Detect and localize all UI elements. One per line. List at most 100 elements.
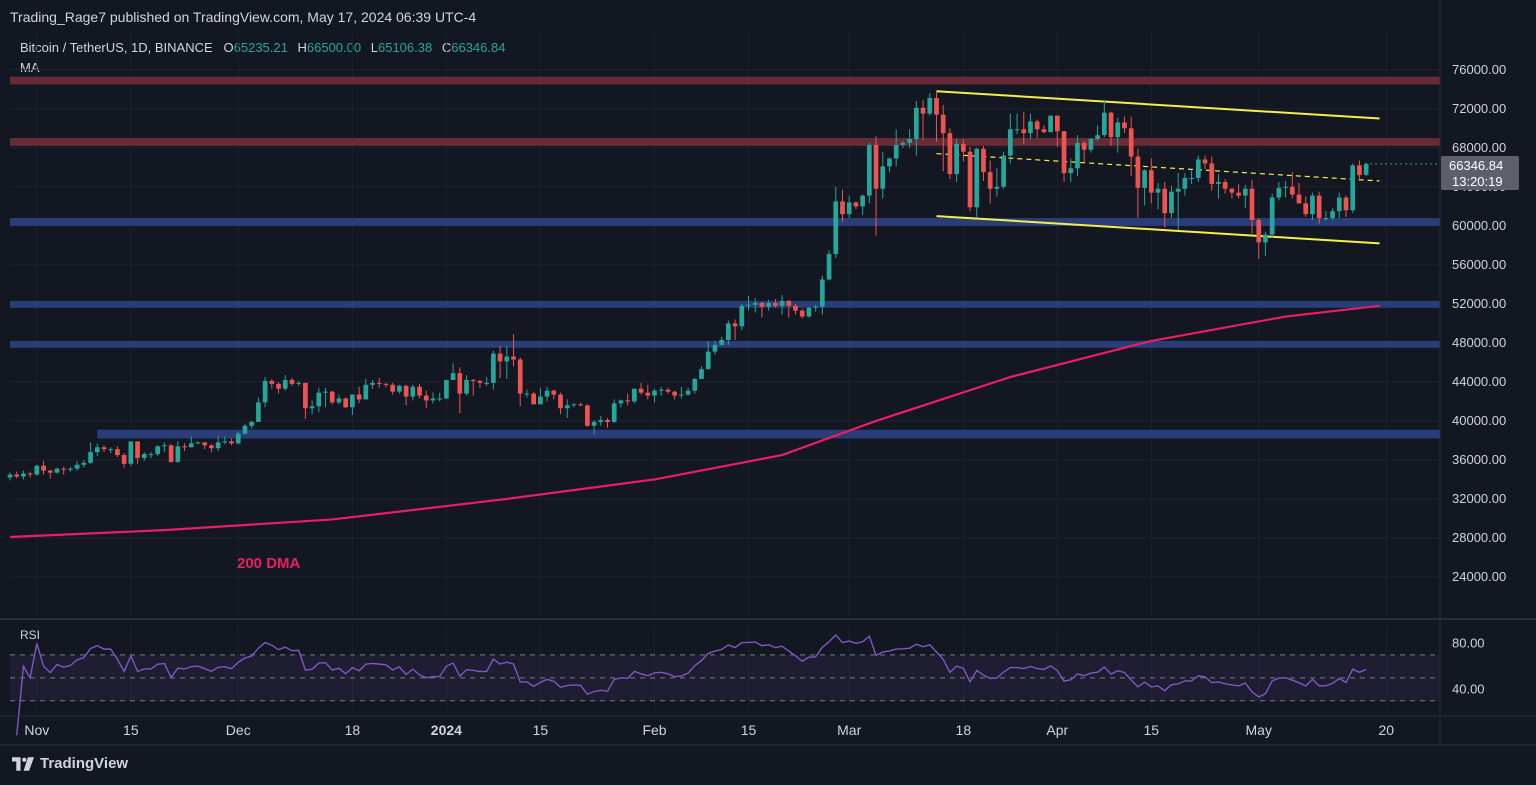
resistance-band — [10, 76, 1440, 85]
candle-body — [1088, 139, 1094, 150]
candle-body — [564, 405, 570, 409]
candle-body — [591, 421, 597, 426]
candle-body — [1216, 181, 1221, 184]
candle-body — [860, 195, 865, 207]
x-tick-label: 18 — [956, 722, 972, 738]
candle-body — [873, 144, 879, 189]
x-tick-label: 18 — [345, 722, 361, 738]
rsi-tick-label: 80.00 — [1452, 635, 1485, 650]
candle-body — [256, 402, 261, 422]
candle-body — [202, 442, 208, 446]
candle-body — [665, 389, 671, 392]
candle-body — [1283, 186, 1288, 188]
candle-body — [746, 304, 751, 306]
candle-body — [1021, 129, 1027, 134]
candle-body — [1041, 129, 1047, 133]
candle-body — [376, 382, 382, 384]
ma200-layer — [9, 304, 1380, 539]
candle-body — [1242, 188, 1248, 196]
candle-body — [524, 393, 530, 395]
candle-body — [638, 388, 644, 393]
candle-body — [880, 166, 886, 189]
candle-body — [1162, 188, 1168, 214]
x-tick-label: 15 — [123, 722, 139, 738]
candle-body — [397, 385, 402, 392]
tradingview-brand[interactable]: TradingView — [12, 755, 128, 772]
candle-body — [356, 394, 362, 400]
candle-body — [920, 107, 926, 114]
x-tick-label: May — [1246, 722, 1272, 738]
ohlc-low: L65106.38 — [370, 40, 433, 55]
candle-body — [155, 446, 161, 455]
candle-body — [1048, 115, 1053, 133]
y-tick-label: 28000.00 — [1452, 530, 1506, 545]
candle-body — [1028, 121, 1033, 134]
candle-body — [1081, 142, 1087, 150]
symbol-legend: Bitcoin / TetherUS, 1D, BINANCE O65235.2… — [20, 40, 511, 55]
candle-body — [1061, 131, 1067, 174]
candle-body — [222, 441, 228, 443]
candle-body — [840, 201, 845, 215]
candle-body — [1122, 122, 1127, 129]
candle-body — [235, 433, 241, 444]
candle-body — [336, 398, 342, 403]
channel-lower-line — [936, 215, 1380, 245]
candle-body — [598, 419, 604, 422]
candle-body — [101, 447, 107, 450]
candle-body — [779, 300, 785, 306]
y-tick-label: 24000.00 — [1452, 569, 1506, 584]
candle-body — [383, 383, 389, 385]
candle-body — [571, 404, 577, 406]
candle-body — [410, 386, 416, 397]
candle-body — [430, 398, 436, 401]
candle-body — [511, 356, 516, 360]
candle-body — [692, 378, 698, 391]
candle-body — [699, 369, 704, 379]
symbol-name[interactable]: Bitcoin / TetherUS, 1D, BINANCE — [20, 40, 213, 55]
y-tick-label: 52000.00 — [1452, 296, 1506, 311]
candle-body — [726, 323, 731, 340]
rsi-line — [16, 633, 1367, 736]
candle-body — [632, 388, 637, 402]
y-tick-label: 48000.00 — [1452, 335, 1506, 350]
candle-body — [1155, 188, 1161, 193]
candle-body — [1236, 192, 1241, 196]
x-tick-label: Dec — [226, 722, 251, 738]
candle-body — [766, 302, 771, 307]
candle-body — [954, 143, 959, 175]
x-tick-label: 2024 — [431, 722, 462, 738]
candle-body — [417, 386, 422, 396]
candle-body — [464, 379, 469, 394]
candle-body — [350, 394, 355, 408]
candle-body — [249, 421, 255, 426]
candle-body — [128, 441, 134, 464]
candle-body — [739, 305, 745, 327]
candle-body — [752, 302, 758, 305]
ohlc-high: H66500.00 — [297, 40, 362, 55]
candle-body — [1303, 203, 1309, 215]
rsi-indicator-label[interactable]: RSI — [20, 628, 41, 642]
support-resistance-bands — [10, 76, 1441, 439]
candle-body — [215, 442, 221, 449]
candle-body — [793, 305, 798, 311]
candle-body — [1135, 156, 1141, 188]
candle-body — [658, 389, 664, 391]
ma-indicator-label[interactable]: MA — [20, 60, 40, 75]
candle-body — [343, 398, 349, 408]
candle-body — [229, 441, 234, 444]
candle-body — [907, 139, 912, 143]
rsi-layer — [10, 633, 1440, 736]
candle-body — [27, 473, 33, 475]
candle-body — [121, 455, 127, 464]
x-tick-label: Nov — [24, 722, 49, 738]
candle-body — [1075, 142, 1080, 169]
candle-body — [672, 391, 677, 396]
candle-body — [806, 307, 812, 317]
candle-body — [21, 473, 26, 477]
candle-body — [1276, 187, 1282, 198]
candle-body — [1363, 163, 1369, 175]
candle-body — [242, 425, 248, 434]
candle-body — [1014, 129, 1020, 131]
x-tick-label: Apr — [1046, 722, 1068, 738]
